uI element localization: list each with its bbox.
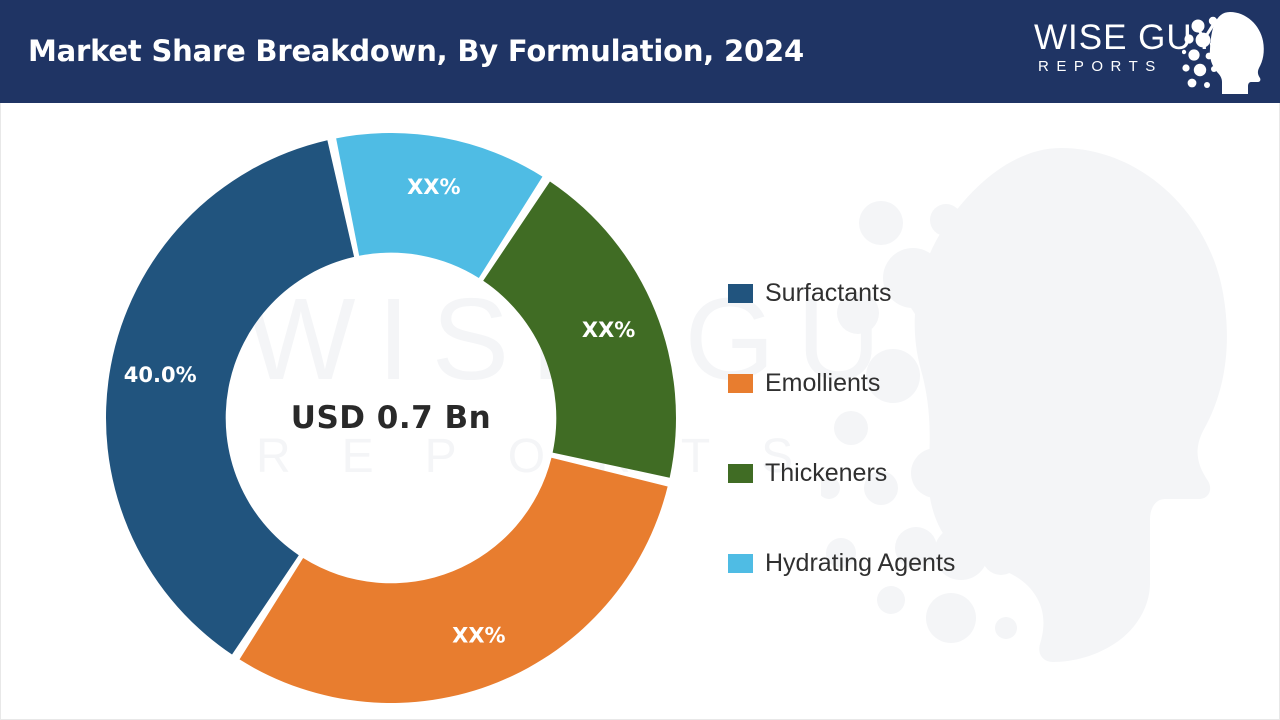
legend-item[interactable]: Hydrating Agents <box>728 518 1148 608</box>
legend-swatch-icon <box>728 283 753 303</box>
legend-item[interactable]: Surfactants <box>728 248 1148 338</box>
donut-slice[interactable] <box>239 457 668 703</box>
legend-item-label: Emollients <box>765 368 881 397</box>
legend-item-label: Hydrating Agents <box>765 548 956 577</box>
legend-swatch-icon <box>728 553 753 573</box>
legend-item[interactable]: Thickeners <box>728 428 1148 518</box>
logo-subwordmark: REPORTS <box>1038 58 1163 75</box>
brand-logo: WISE GUY REPORTS <box>1024 6 1274 98</box>
donut-slice[interactable] <box>483 181 677 478</box>
donut-chart: 40.0% XX% XX% XX% USD 0.7 Bn <box>96 132 686 703</box>
chart-canvas: WISE GUY REPORTS <box>0 103 1280 720</box>
donut-slice-label: 40.0% <box>124 363 197 387</box>
donut-slice[interactable] <box>336 132 543 278</box>
legend-item-label: Thickeners <box>765 458 888 487</box>
donut-svg: 40.0% XX% XX% XX% <box>105 132 677 703</box>
chart-legend: Surfactants Emollients Thickeners Hydrating… <box>728 248 1148 608</box>
wiseguy-head-logo-icon <box>1182 12 1264 94</box>
donut-slice[interactable] <box>105 140 355 655</box>
page-title: Market Share Breakdown, By Formulation, … <box>28 34 804 68</box>
donut-slice-label: XX% <box>452 624 505 648</box>
legend-swatch-icon <box>728 373 753 393</box>
legend-item[interactable]: Emollients <box>728 338 1148 428</box>
legend-swatch-icon <box>728 463 753 483</box>
page-header: Market Share Breakdown, By Formulation, … <box>0 0 1280 103</box>
donut-slice-label: XX% <box>407 175 460 199</box>
donut-slice-label: XX% <box>582 318 635 342</box>
legend-item-label: Surfactants <box>765 278 892 307</box>
